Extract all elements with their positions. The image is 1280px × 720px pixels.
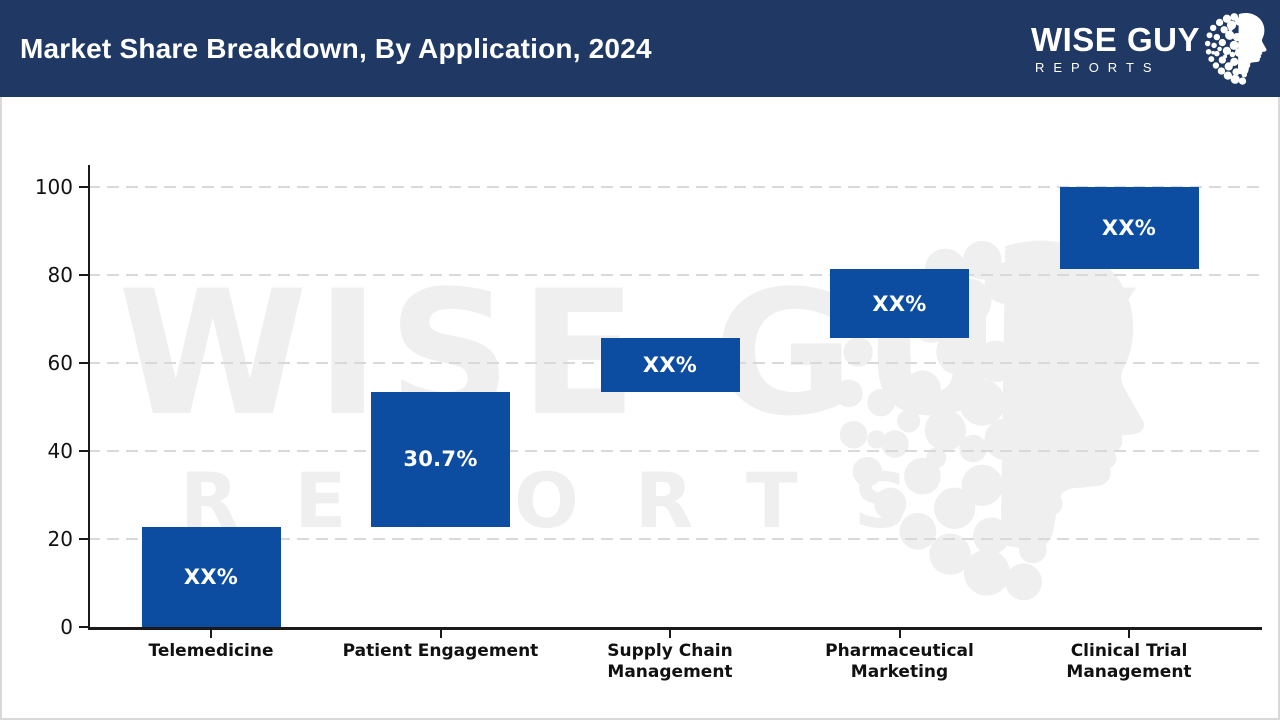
bar-segment: XX% (1059, 187, 1199, 270)
chart-title: Market Share Breakdown, By Application, … (20, 32, 652, 64)
y-tick-mark (79, 626, 88, 628)
bar-value-label: 30.7% (403, 447, 478, 472)
y-tick-mark (79, 538, 88, 540)
y-tick-mark (79, 274, 88, 276)
x-axis-label: Pharmaceutical Marketing (825, 641, 974, 683)
y-tick-label: 20 (47, 527, 73, 551)
y-gridline (88, 274, 1262, 276)
y-gridline (88, 450, 1262, 452)
y-gridline (88, 186, 1262, 188)
x-axis-label: Clinical Trial Management (1066, 641, 1192, 683)
header-bar: Market Share Breakdown, By Application, … (0, 0, 1280, 97)
bar-value-label: XX% (642, 352, 698, 377)
bar-value-label: XX% (1101, 216, 1157, 241)
brand-text: WISE GUY REPORTS (1031, 23, 1200, 75)
x-tick-mark (439, 630, 442, 638)
x-axis-label: Supply Chain Management (607, 641, 733, 683)
x-axis-line (88, 627, 1262, 630)
bar-segment: XX% (830, 269, 969, 339)
brand-tagline-text: REPORTS (1034, 59, 1161, 75)
brand-name-text: WISE GUY (1030, 20, 1200, 58)
y-tick-mark (79, 362, 88, 364)
y-tick-mark (79, 450, 88, 452)
y-tick-mark (79, 186, 88, 188)
y-tick-label: 80 (47, 263, 73, 287)
x-tick-mark (898, 630, 901, 638)
bar-segment: 30.7% (371, 391, 510, 527)
x-tick-mark (669, 630, 671, 638)
brand-face-icon (1204, 10, 1270, 88)
brand-logo: WISE GUY REPORTS (1031, 0, 1270, 97)
bar-value-label: XX% (872, 291, 927, 316)
y-tick-label: 60 (47, 351, 73, 375)
bar-segment: XX% (141, 526, 281, 627)
y-tick-label: 40 (47, 439, 73, 463)
bar-value-label: XX% (183, 564, 239, 589)
y-tick-label: 100 (34, 175, 73, 199)
bar-segment: XX% (600, 338, 740, 392)
x-tick-mark (210, 630, 212, 638)
x-tick-mark (1128, 630, 1130, 638)
y-gridline (88, 538, 1262, 540)
x-axis-label: Patient Engagement (342, 641, 539, 661)
y-axis-line (88, 165, 90, 630)
y-tick-label: 0 (60, 615, 73, 639)
x-axis-label: Telemedicine (148, 641, 274, 661)
